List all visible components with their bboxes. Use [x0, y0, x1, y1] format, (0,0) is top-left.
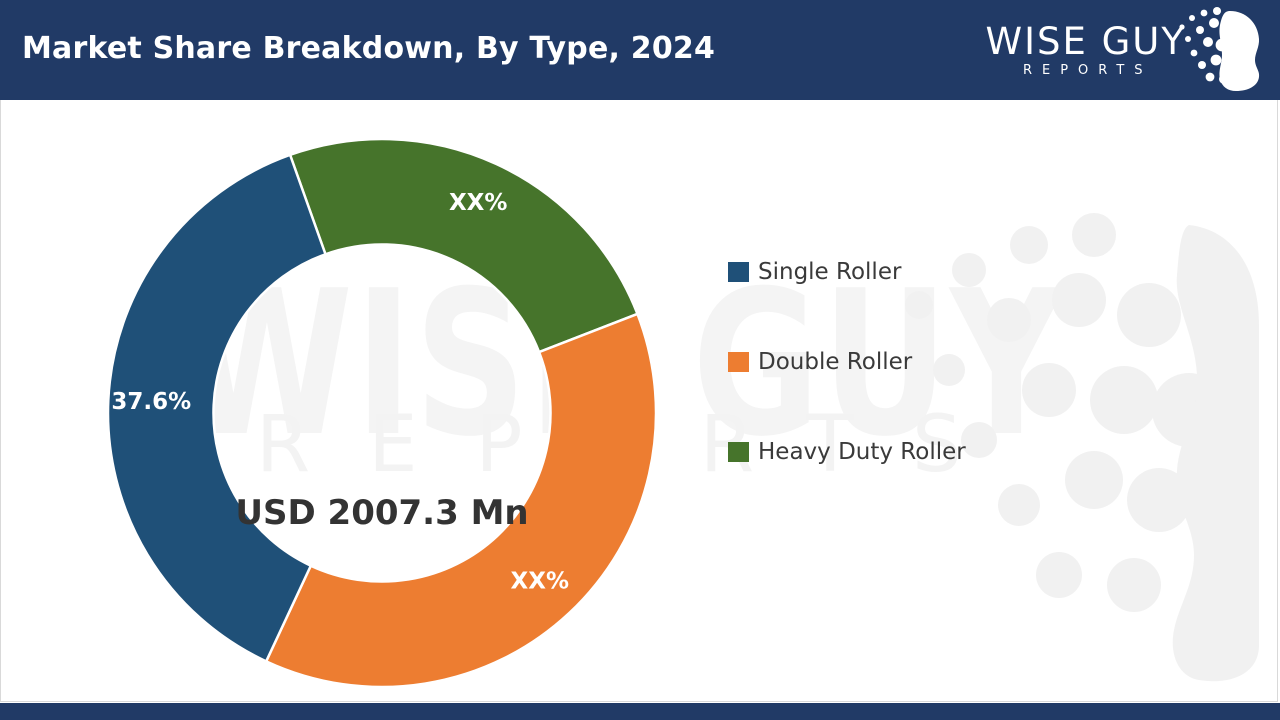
donut-segment-single-roller [106, 153, 328, 663]
donut-chart: XX% XX% 37.6% [106, 137, 658, 689]
legend-swatch [728, 262, 749, 282]
donut-center-value: USD 2007.3 Mn [235, 493, 529, 533]
legend-swatch [728, 352, 749, 372]
chart-legend: Single Roller Double Roller Heavy Duty Rol… [728, 247, 966, 517]
brand-subtitle: REPORTS [1022, 62, 1153, 78]
donut-segment-double-roller [264, 312, 658, 689]
legend-item: Single Roller [728, 247, 966, 297]
page-title: Market Share Breakdown, By Type, 2024 [22, 31, 716, 67]
footer-bar [0, 703, 1280, 720]
brand-logo: WISE GUY REPORTS [986, 7, 1264, 92]
brand-logo-text: WISE GUY REPORTS [986, 23, 1186, 78]
legend-swatch [728, 442, 749, 462]
segment-value-label: XX% [511, 569, 570, 595]
brand-name: WISE GUY [985, 19, 1186, 63]
segment-value-label: 37.6% [111, 389, 191, 415]
legend-label: Heavy Duty Roller [758, 439, 966, 465]
legend-label: Double Roller [758, 349, 913, 375]
brand-face-icon [1179, 7, 1260, 91]
legend-item: Double Roller [728, 337, 966, 387]
segment-value-label: XX% [449, 190, 508, 216]
header-bar: Market Share Breakdown, By Type, 2024 WI… [0, 0, 1280, 100]
legend-item: Heavy Duty Roller [728, 427, 966, 477]
legend-label: Single Roller [758, 259, 902, 285]
watermark-face-dots [905, 213, 1259, 682]
chart-canvas: WISE GUY REPORTS XX%XX%37.6% USD 2007.3 … [0, 100, 1278, 702]
donut-segment-heavy-duty-roller [288, 137, 640, 354]
